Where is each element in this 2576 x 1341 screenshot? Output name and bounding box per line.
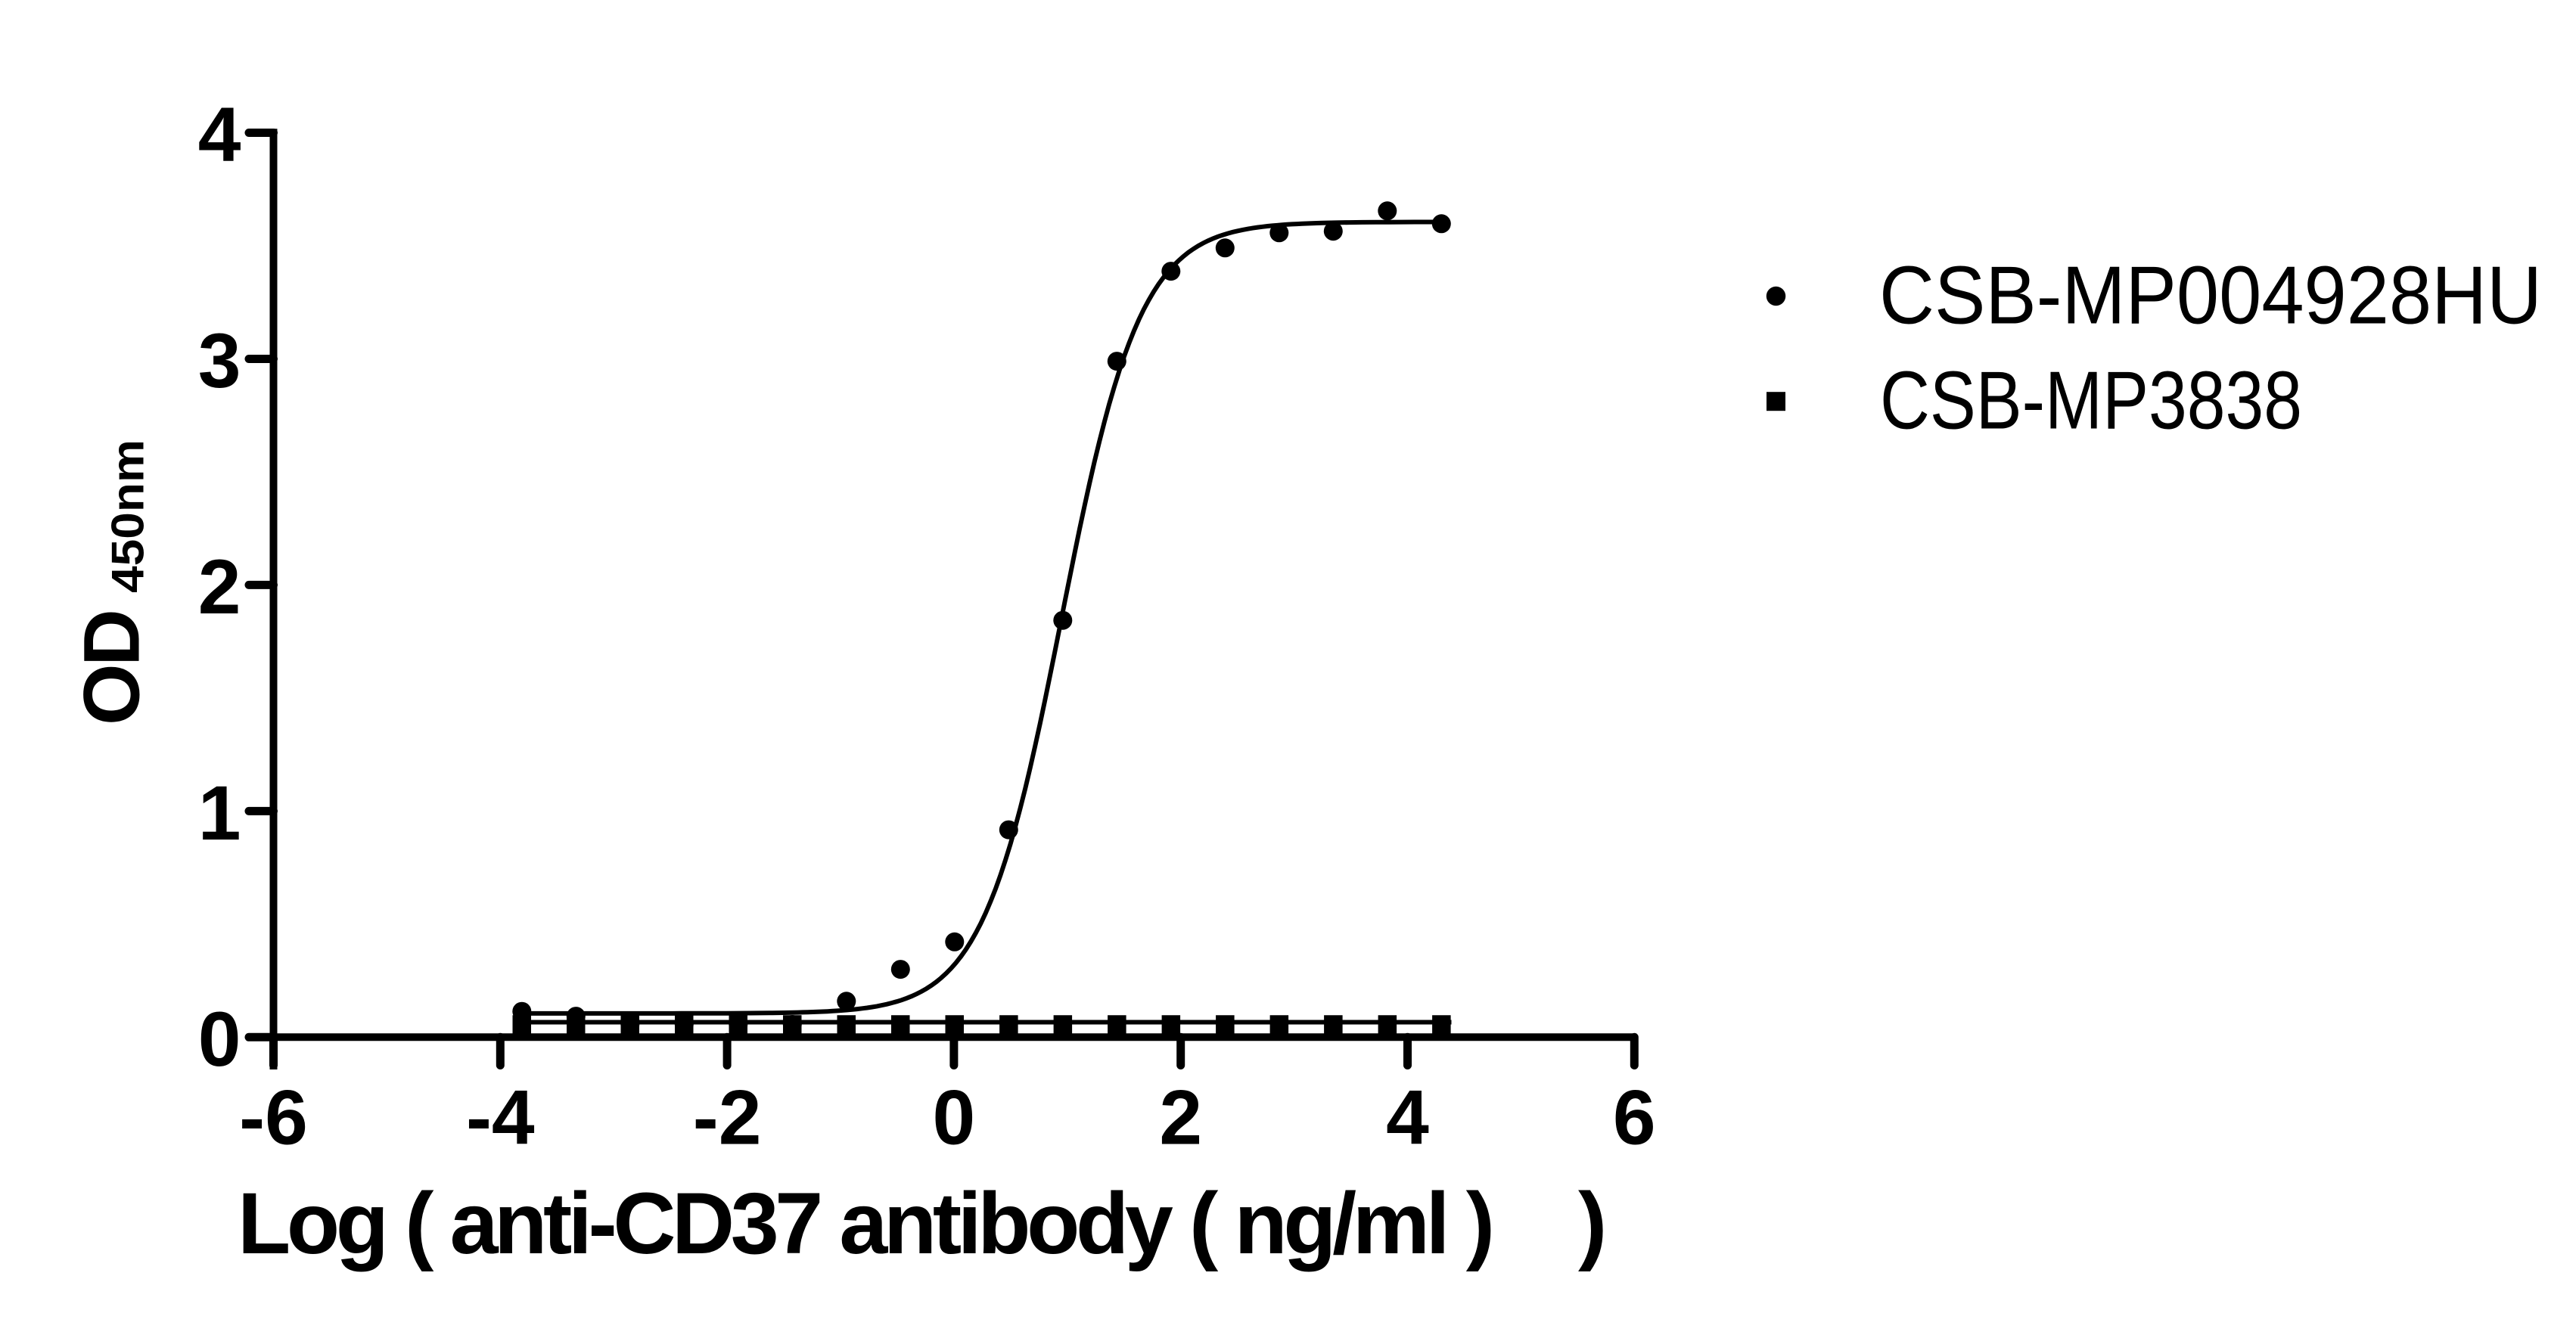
svg-text:-6: -6 [239, 1075, 308, 1161]
svg-text:2: 2 [198, 544, 241, 630]
svg-text:450nm: 450nm [103, 439, 154, 593]
svg-text:6: 6 [1613, 1075, 1656, 1161]
svg-text:-4: -4 [466, 1075, 535, 1161]
svg-text:-2: -2 [693, 1075, 762, 1161]
svg-text:3: 3 [198, 318, 241, 404]
svg-text:Log ( anti-CD37 antibody ( ng/: Log ( anti-CD37 antibody ( ng/ml ) [238, 1175, 1495, 1272]
svg-text:2: 2 [1159, 1075, 1202, 1161]
svg-text:1: 1 [198, 770, 241, 856]
svg-text:OD: OD [67, 609, 156, 725]
svg-text:4: 4 [1386, 1075, 1429, 1161]
svg-text:0: 0 [933, 1075, 976, 1161]
svg-text:0: 0 [198, 996, 241, 1082]
svg-text:CSB-MP004928HU: CSB-MP004928HU [1879, 250, 2542, 342]
svg-text:CSB-MP3838: CSB-MP3838 [1880, 355, 2302, 447]
svg-text:4: 4 [198, 92, 241, 178]
svg-text:): ) [1578, 1175, 1607, 1272]
